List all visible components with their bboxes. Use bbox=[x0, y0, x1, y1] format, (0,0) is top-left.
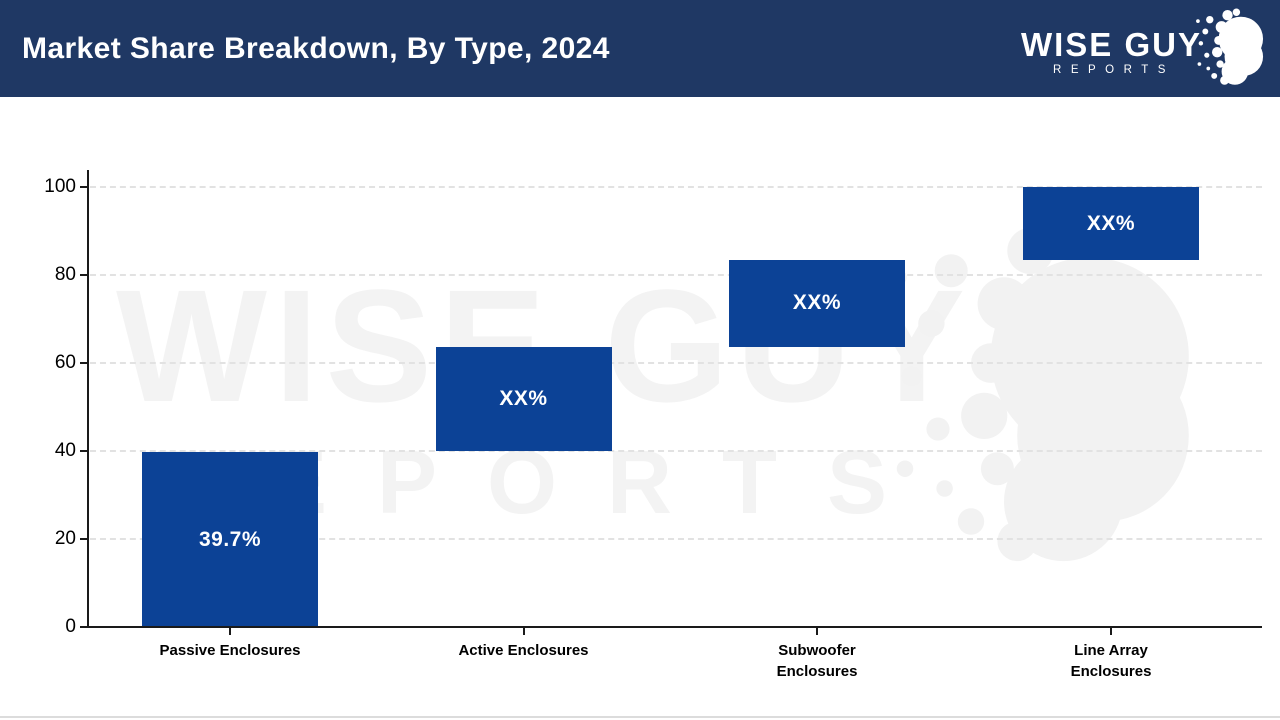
x-category-label: Line Array Enclosures bbox=[1070, 642, 1152, 680]
bar-value-label: XX% bbox=[1086, 211, 1136, 235]
y-tick-mark-100 bbox=[80, 186, 88, 188]
header-bar: Market Share Breakdown, By Type, 2024 WI… bbox=[0, 0, 1280, 97]
y-gridline-100 bbox=[90, 186, 1262, 188]
wiseguy-logo-text: WISE GUY REPORTS bbox=[1021, 28, 1202, 76]
wiseguy-logo-line2: REPORTS bbox=[1053, 63, 1175, 76]
bar-value-label: XX% bbox=[792, 291, 842, 315]
y-tick-mark-0 bbox=[80, 626, 88, 628]
x-tick-mark bbox=[1110, 628, 1112, 635]
y-tick-label-100: 100 bbox=[44, 176, 76, 197]
bar-segment: 39.7% bbox=[142, 452, 318, 627]
y-gridline-20 bbox=[90, 538, 1262, 540]
x-tick-mark bbox=[816, 628, 818, 635]
y-tick-label-60: 60 bbox=[54, 352, 76, 373]
x-tick-mark bbox=[229, 628, 231, 635]
y-axis-line bbox=[87, 170, 89, 628]
y-gridline-40 bbox=[90, 450, 1262, 452]
y-gridline-60 bbox=[90, 362, 1262, 364]
y-tick-label-40: 40 bbox=[54, 440, 76, 461]
page-title: Market Share Breakdown, By Type, 2024 bbox=[22, 31, 610, 65]
x-tick-mark bbox=[522, 628, 525, 635]
wiseguy-logo-line1: WISE GUY bbox=[1020, 25, 1202, 63]
x-category-label: Passive Enclosures bbox=[159, 642, 301, 659]
y-gridline-80 bbox=[90, 274, 1262, 276]
bar-value-label: 39.7% bbox=[198, 527, 262, 551]
y-tick-label-20: 20 bbox=[54, 528, 76, 549]
x-axis-line bbox=[87, 626, 1262, 628]
y-tick-mark-60 bbox=[80, 362, 88, 364]
bar-value-label: XX% bbox=[499, 386, 548, 410]
bar-segment: XX% bbox=[729, 260, 905, 347]
wiseguy-logo: WISE GUY REPORTS bbox=[1021, 6, 1266, 97]
y-tick-mark-20 bbox=[80, 538, 88, 540]
bar-segment: XX% bbox=[435, 346, 612, 451]
bar-segment: XX% bbox=[1023, 187, 1199, 261]
watermark-head-icon bbox=[872, 221, 1202, 595]
x-category-label: Active Enclosures bbox=[458, 642, 589, 659]
y-tick-mark-40 bbox=[80, 450, 88, 452]
y-tick-label-80: 80 bbox=[54, 264, 76, 285]
bottom-divider bbox=[0, 716, 1280, 718]
y-tick-label-0: 0 bbox=[65, 616, 76, 637]
x-category-label: Subwoofer Enclosures bbox=[776, 642, 858, 680]
y-tick-mark-80 bbox=[80, 274, 88, 276]
wiseguy-head-logo-icon bbox=[1192, 8, 1266, 97]
